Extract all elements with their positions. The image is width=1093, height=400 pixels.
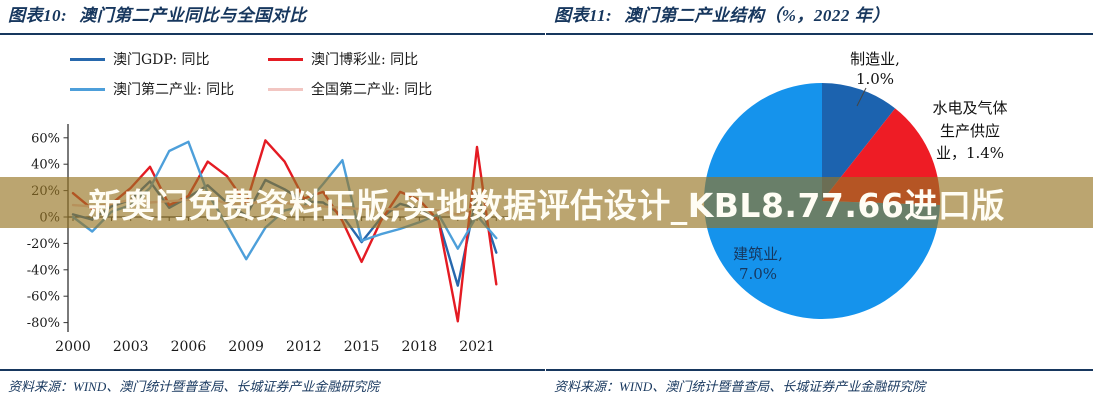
legend-label: 澳门GDP: 同比 xyxy=(113,52,210,68)
source-prefix-right: 资料来源： xyxy=(554,379,620,394)
legend-line-swatch xyxy=(70,57,105,61)
svg-text:2000: 2000 xyxy=(55,339,91,355)
svg-text:-60%: -60% xyxy=(27,290,60,305)
pie-slice xyxy=(822,83,896,201)
line-chart-svg: 60%40%20%0%-20%-40%-60%-80%2000200320062… xyxy=(27,124,511,355)
figure-title-text-right: 澳门第二产业结构（%，2022 年） xyxy=(624,6,890,25)
pie-slice-label: 水电及气体 xyxy=(932,99,1007,117)
source-prefix-left: 资料来源： xyxy=(8,379,74,394)
svg-text:2015: 2015 xyxy=(344,339,380,355)
source-note-left: 资料来源：WIND、澳门统计暨普查局、长城证券产业金融研究院 xyxy=(0,369,545,395)
figure-title-text-left: 澳门第二产业同比与全国对比 xyxy=(79,6,307,25)
svg-text:2012: 2012 xyxy=(286,339,322,355)
pie-slice-label: 建筑业, xyxy=(733,245,783,263)
svg-text:2021: 2021 xyxy=(459,339,495,355)
legend-line-swatch xyxy=(268,57,303,61)
figure-number-right: 图表11: xyxy=(554,6,613,25)
svg-text:2018: 2018 xyxy=(401,339,437,355)
figure-title-left: 图表10: 澳门第二产业同比与全国对比 xyxy=(0,2,545,35)
figure-title-right: 图表11: 澳门第二产业结构（%，2022 年） xyxy=(546,2,1093,35)
legend-item: 澳门GDP: 同比 xyxy=(70,49,268,69)
legend-label: 澳门第二产业: 同比 xyxy=(113,82,235,98)
legend-item: 澳门博彩业: 同比 xyxy=(268,49,432,69)
legend-label: 全国第二产业: 同比 xyxy=(311,82,433,98)
svg-text:-80%: -80% xyxy=(27,316,60,331)
svg-text:-40%: -40% xyxy=(27,263,60,278)
legend-item: 全国第二产业: 同比 xyxy=(268,79,432,99)
pie-slice-label: 1.0% xyxy=(856,70,894,88)
watermark-band: 新奥门免费资料正版,实地数据评估设计_KBL8.77.66进口版 xyxy=(0,177,1093,228)
svg-text:60%: 60% xyxy=(31,131,60,146)
chart-legend: 澳门GDP: 同比 澳门博彩业: 同比澳门第二产业: 同比 全国第二产业: 同比 xyxy=(70,49,432,99)
pie-slice-label: 业，1.4% xyxy=(936,144,1004,162)
svg-text:40%: 40% xyxy=(31,158,60,173)
source-note-right: 资料来源：WIND、澳门统计暨普查局、长城证券产业金融研究院 xyxy=(546,369,1093,395)
pie-slice-label: 生产供应 xyxy=(940,122,1000,140)
svg-text:-20%: -20% xyxy=(27,237,60,252)
figure-number-left: 图表10: xyxy=(8,6,68,25)
watermark-text: 新奥门免费资料正版,实地数据评估设计_KBL8.77.66进口版 xyxy=(88,185,1005,225)
svg-text:2009: 2009 xyxy=(228,339,264,355)
legend-line-swatch xyxy=(268,87,303,91)
svg-text:2006: 2006 xyxy=(171,339,207,355)
source-text-left: WIND、澳门统计暨普查局、长城证券产业金融研究院 xyxy=(73,379,380,394)
pie-slice-label: 7.0% xyxy=(739,265,777,283)
svg-text:2003: 2003 xyxy=(113,339,149,355)
figure-panel-right: 图表11: 澳门第二产业结构（%，2022 年） 制造业, 1.0% 水电及气体生产供… xyxy=(546,0,1093,400)
legend-label: 澳门博彩业: 同比 xyxy=(311,52,419,68)
pie-slice-label: 制造业, xyxy=(850,50,900,68)
legend-item: 澳门第二产业: 同比 xyxy=(70,79,268,99)
source-text-right: WIND、澳门统计暨普查局、长城证券产业金融研究院 xyxy=(619,379,926,394)
line-series xyxy=(71,139,498,323)
legend-line-swatch xyxy=(70,87,105,91)
